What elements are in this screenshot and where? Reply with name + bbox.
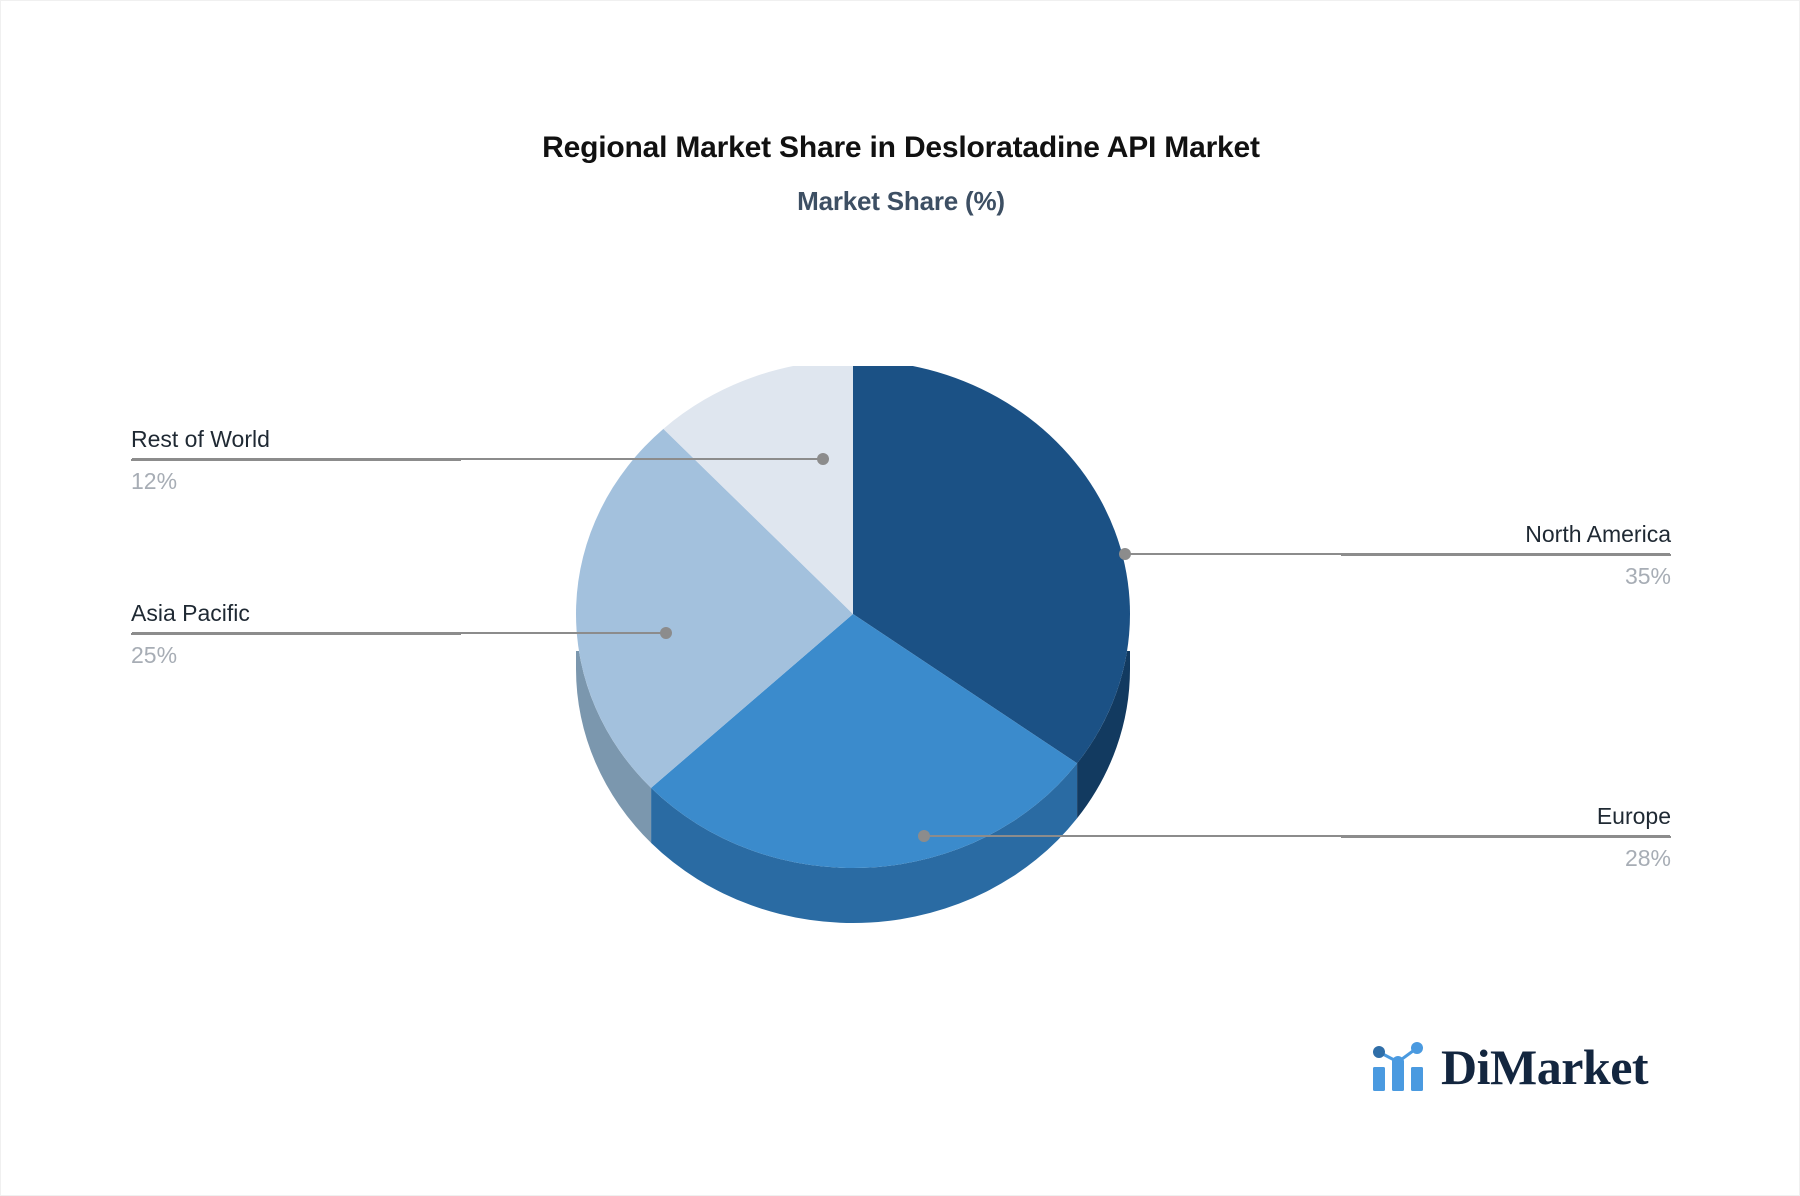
pie-slices [576,366,1130,868]
callout-rest-of-world: Rest of World 12% [131,424,461,496]
callout-north-america: North America 35% [1341,519,1671,591]
pie-slice-rest-of-world[interactable] [663,366,853,614]
callout-rule [131,633,461,635]
pie-chart [571,366,1251,966]
callout-rule [131,459,461,461]
pie-slice-europe[interactable] [651,614,1078,868]
callout-value: 12% [131,468,178,494]
callout-value: 28% [1624,845,1671,871]
pie-depth-wall [576,651,1130,923]
callout-label: Europe [1596,803,1671,829]
callout-rule [1341,554,1671,556]
page-title: Regional Market Share in Desloratadine A… [542,131,1260,164]
pie-chart-svg [576,366,1130,923]
callout-asia-pacific: Asia Pacific 25% [131,598,461,670]
chart-subtitle: Market Share (%) [797,186,1005,216]
bar-chart-icon [1373,1042,1423,1091]
brand-logo: DiMarket [1371,1039,1649,1095]
pie-slice-north-america[interactable] [853,366,1130,764]
callout-label: North America [1525,521,1671,547]
pie-slice-asia-pacific[interactable] [576,428,853,788]
callout-label: Rest of World [131,426,270,452]
callout-value: 35% [1624,563,1671,589]
callout-europe: Europe 28% [1341,801,1671,873]
callout-rule [1341,836,1671,838]
callout-label: Asia Pacific [131,600,250,626]
brand-wordmark: DiMarket [1441,1039,1649,1095]
callout-value: 25% [131,642,178,668]
